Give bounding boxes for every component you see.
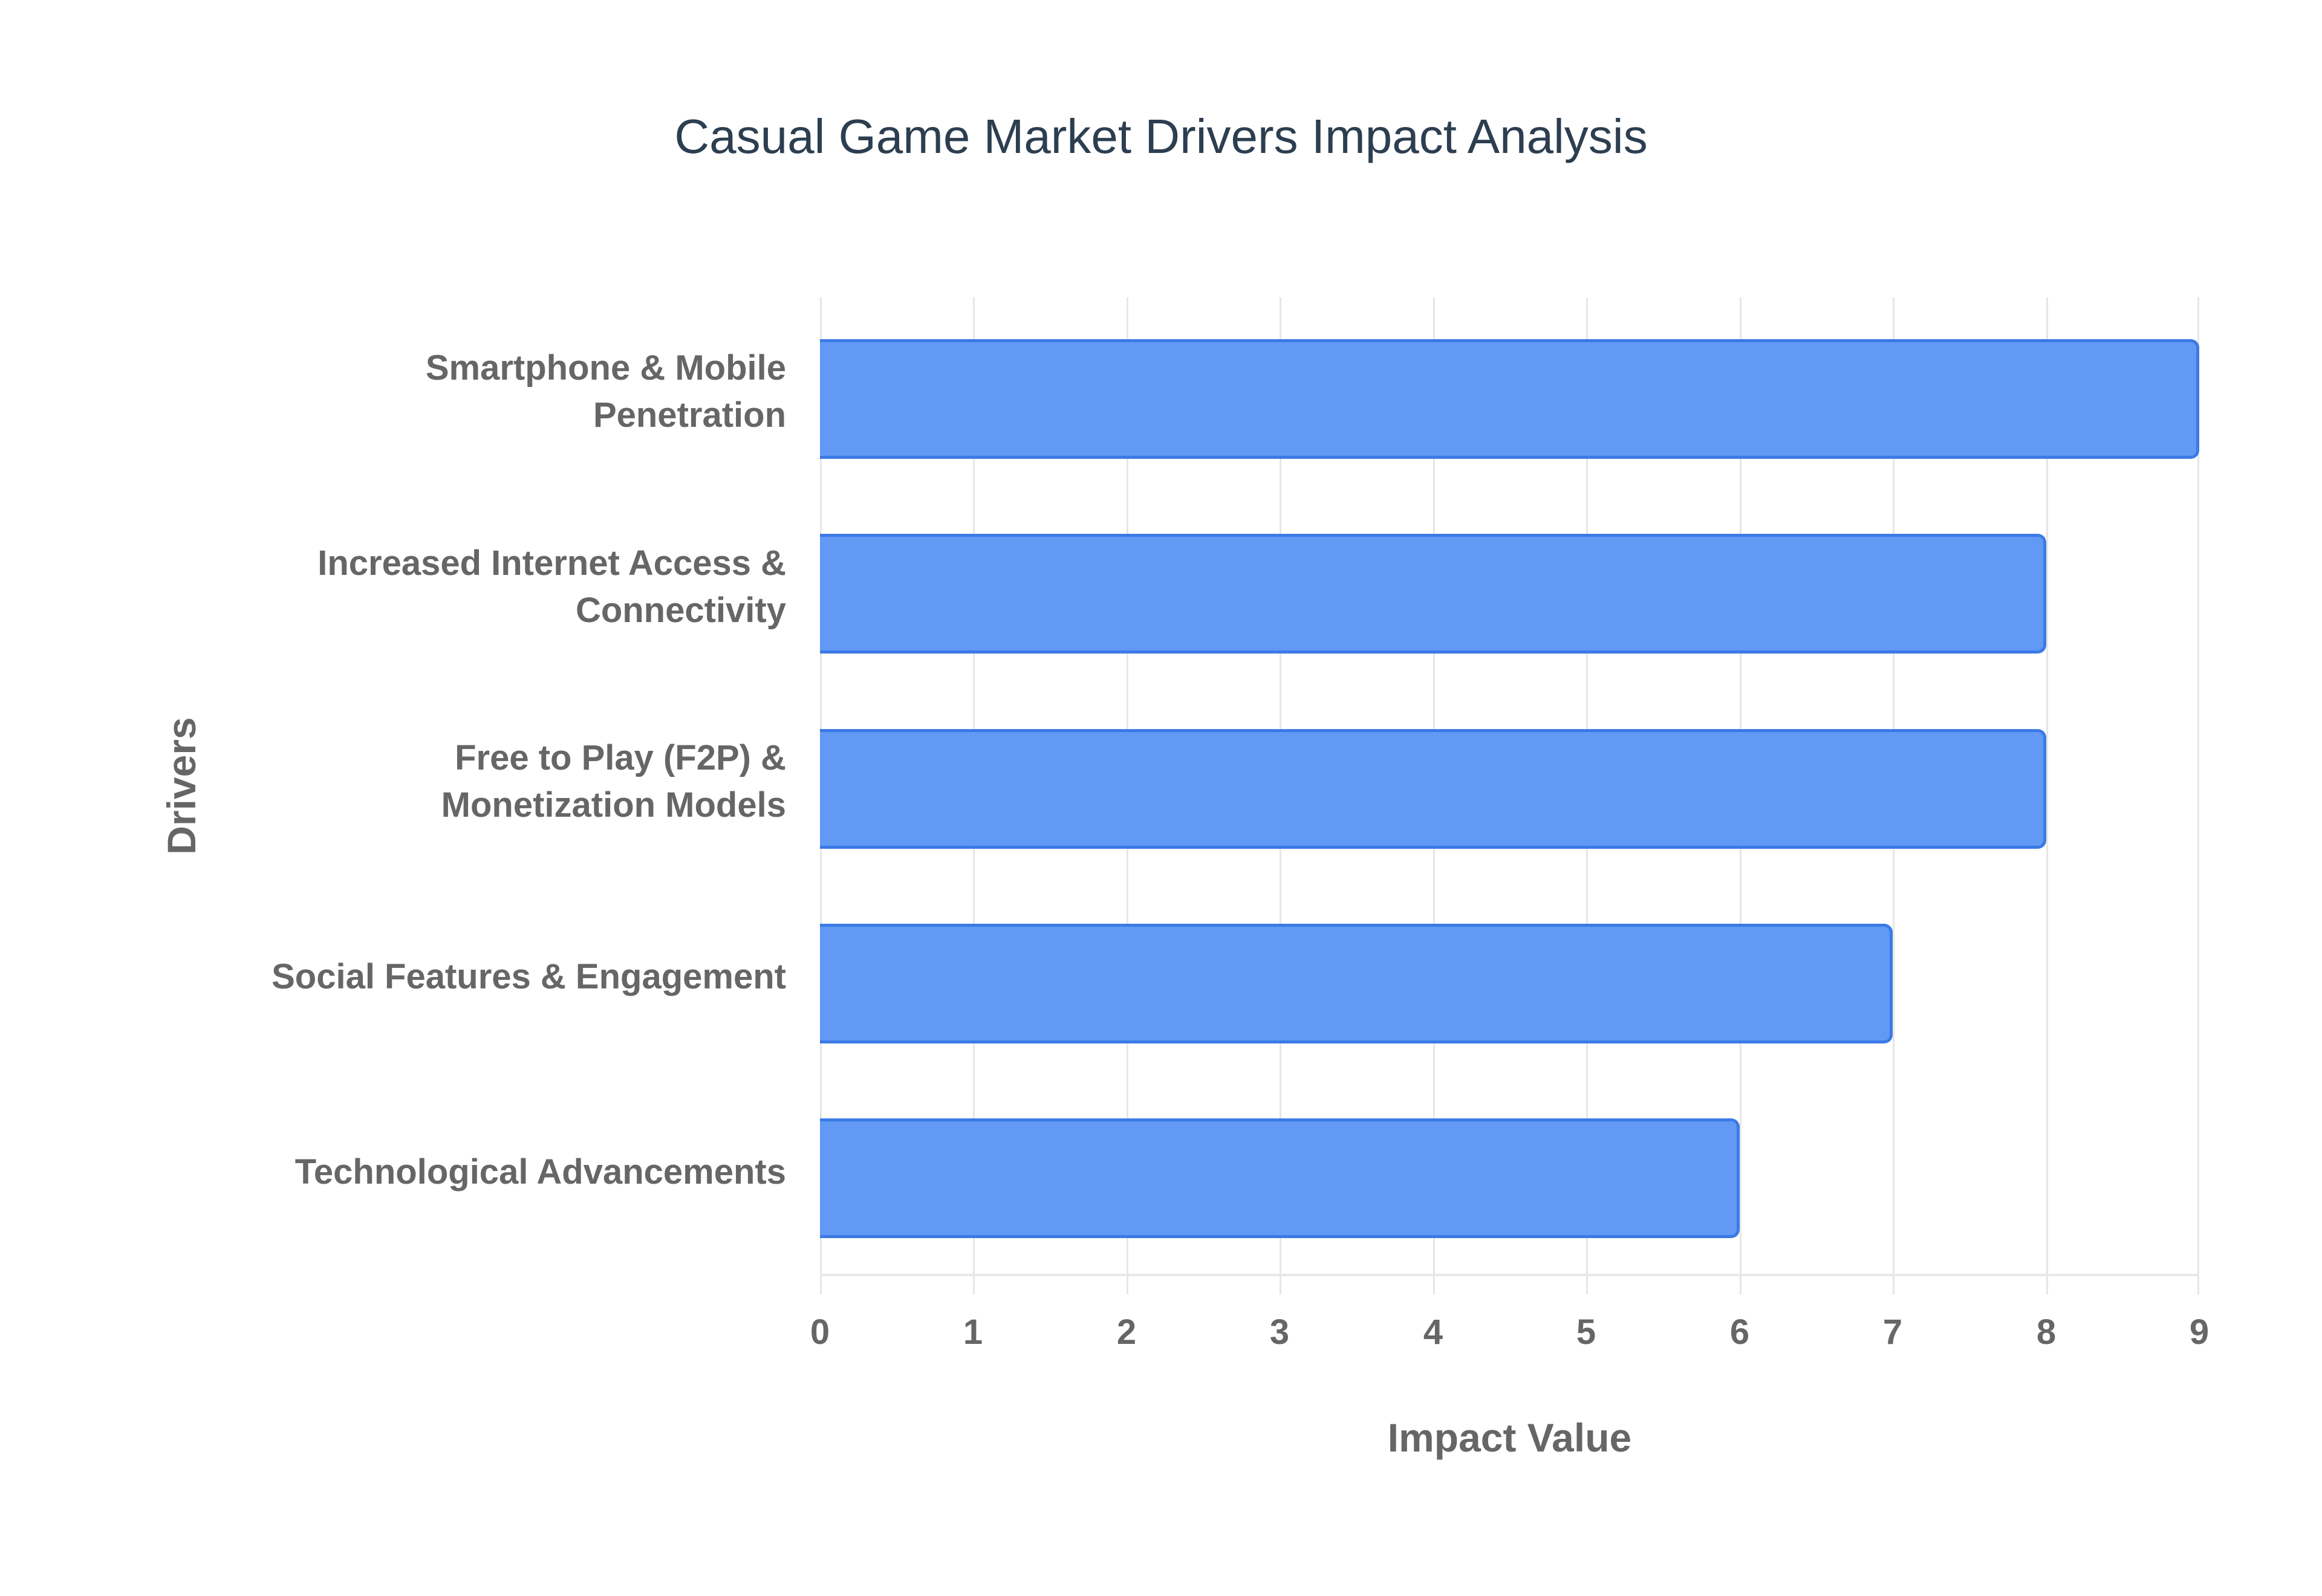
bar-free-to-play[interactable]: [820, 729, 2046, 849]
bar-internet-access[interactable]: [820, 534, 2046, 654]
x-tick-label: 1: [963, 1312, 983, 1352]
label-line: Connectivity: [575, 591, 786, 630]
label-line: Social Features & Engagement: [272, 957, 786, 996]
x-tick-label: 0: [810, 1312, 830, 1352]
chart-title: Casual Game Market Drivers Impact Analys…: [674, 109, 1648, 163]
gridline: [2197, 297, 2199, 1294]
gridline: [2046, 297, 2048, 1294]
label-line: Monetization Models: [441, 785, 786, 825]
x-tick-label: 2: [1116, 1312, 1137, 1352]
x-tick-label: 3: [1269, 1312, 1290, 1352]
y-tick-label: Free to Play (F2P) & Monetization Models: [181, 735, 786, 829]
bar-technological-advancements[interactable]: [820, 1118, 1740, 1238]
x-tick-label: 5: [1576, 1312, 1596, 1352]
y-tick-label: Social Features & Engagement: [181, 953, 786, 1001]
plot-area: [820, 297, 2199, 1294]
x-tick-label: 9: [2189, 1312, 2210, 1352]
bar-smartphone-mobile[interactable]: [820, 339, 2199, 459]
bar-social-features[interactable]: [820, 924, 1893, 1043]
y-tick-label: Increased Internet Access & Connectivity: [181, 540, 786, 634]
label-line: Smartphone & Mobile: [425, 348, 786, 388]
x-axis-line: [820, 1274, 2199, 1276]
x-axis-title: Impact Value: [1387, 1415, 1632, 1460]
label-line: Free to Play (F2P) &: [455, 738, 786, 777]
label-line: Technological Advancements: [294, 1152, 786, 1192]
y-tick-label: Technological Advancements: [181, 1149, 786, 1196]
x-tick-label: 7: [1882, 1312, 1903, 1352]
x-tick-label: 6: [1729, 1312, 1750, 1352]
x-tick-label: 8: [2036, 1312, 2057, 1352]
y-tick-label: Smartphone & Mobile Penetration: [181, 345, 786, 439]
x-tick-label: 4: [1423, 1312, 1443, 1352]
label-line: Penetration: [593, 395, 786, 435]
label-line: Increased Internet Access &: [317, 543, 786, 583]
